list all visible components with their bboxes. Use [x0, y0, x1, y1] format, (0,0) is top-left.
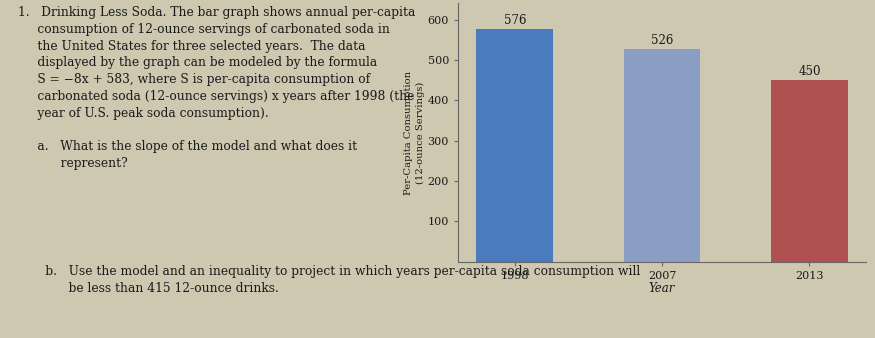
Bar	[624, 49, 700, 262]
Text: 576: 576	[503, 14, 526, 27]
Text: 526: 526	[651, 34, 673, 47]
Bar	[477, 29, 553, 262]
Title: Per-Capita Consumption of
Carbonated Soda in the U.S.: Per-Capita Consumption of Carbonated Sod…	[570, 0, 755, 1]
Text: 450: 450	[798, 65, 821, 78]
Text: b.   Use the model and an inequality to project in which years per-capita soda c: b. Use the model and an inequality to pr…	[26, 265, 640, 295]
Y-axis label: Per-Capita Consumption
(12-ounce Servings): Per-Capita Consumption (12-ounce Serving…	[404, 71, 424, 195]
X-axis label: Year: Year	[649, 282, 676, 295]
Bar	[771, 80, 848, 262]
Text: 1.   Drinking Less Soda. The bar graph shows annual per-capita
     consumption : 1. Drinking Less Soda. The bar graph sho…	[18, 6, 415, 170]
